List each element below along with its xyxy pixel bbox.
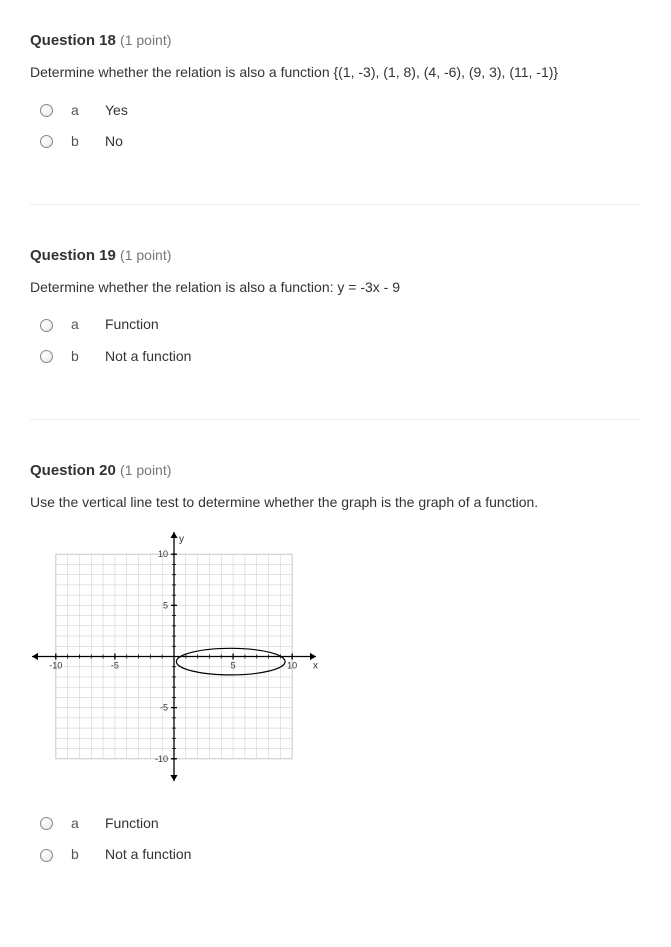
option-label: No [105,132,123,152]
question-18: Question 18 (1 point) Determine whether … [30,30,641,204]
question-prompt: Use the vertical line test to determine … [30,493,641,513]
option-b: b No [40,132,641,152]
question-20: Question 20 (1 point) Use the vertical l… [30,419,641,917]
option-a: a Yes [40,101,641,121]
radio-input[interactable] [40,849,53,862]
svg-text:y: y [179,534,184,545]
option-a: a Function [40,814,641,834]
option-b: b Not a function [40,845,641,865]
question-number: Question 18 [30,32,116,49]
option-label: Yes [105,101,128,121]
question-points: (1 point) [120,247,171,263]
question-title: Question 20 (1 point) [30,460,641,481]
svg-text:-5: -5 [160,703,168,713]
options-list: a Yes b No [30,101,641,152]
options-list: a Function b Not a function [30,315,641,366]
svg-text:-10: -10 [49,661,62,671]
option-letter: b [71,347,87,367]
question-19: Question 19 (1 point) Determine whether … [30,204,641,419]
question-title: Question 18 (1 point) [30,30,641,51]
option-letter: a [71,101,87,121]
graph: -10 -5 5 10 10 5 -5 -10 x y [30,530,641,789]
radio-input[interactable] [40,319,53,332]
question-prompt: Determine whether the relation is also a… [30,63,641,83]
option-letter: a [71,814,87,834]
svg-text:-10: -10 [155,754,168,764]
svg-text:10: 10 [158,549,168,559]
svg-text:x: x [313,661,318,672]
option-letter: a [71,315,87,335]
question-prompt: Determine whether the relation is also a… [30,278,641,298]
svg-text:-5: -5 [111,661,119,671]
option-letter: b [71,132,87,152]
radio-input[interactable] [40,817,53,830]
question-points: (1 point) [120,32,171,48]
option-label: Function [105,814,159,834]
question-points: (1 point) [120,462,171,478]
svg-text:5: 5 [231,661,236,671]
radio-input[interactable] [40,135,53,148]
option-label: Not a function [105,845,191,865]
question-number: Question 19 [30,247,116,264]
option-letter: b [71,845,87,865]
svg-text:5: 5 [163,601,168,611]
option-label: Not a function [105,347,191,367]
option-b: b Not a function [40,347,641,367]
option-label: Function [105,315,159,335]
graph-svg: -10 -5 5 10 10 5 -5 -10 x y [30,530,318,783]
svg-text:10: 10 [287,661,297,671]
radio-input[interactable] [40,104,53,117]
radio-input[interactable] [40,350,53,363]
options-list: a Function b Not a function [30,814,641,865]
question-title: Question 19 (1 point) [30,245,641,266]
question-number: Question 20 [30,462,116,479]
option-a: a Function [40,315,641,335]
